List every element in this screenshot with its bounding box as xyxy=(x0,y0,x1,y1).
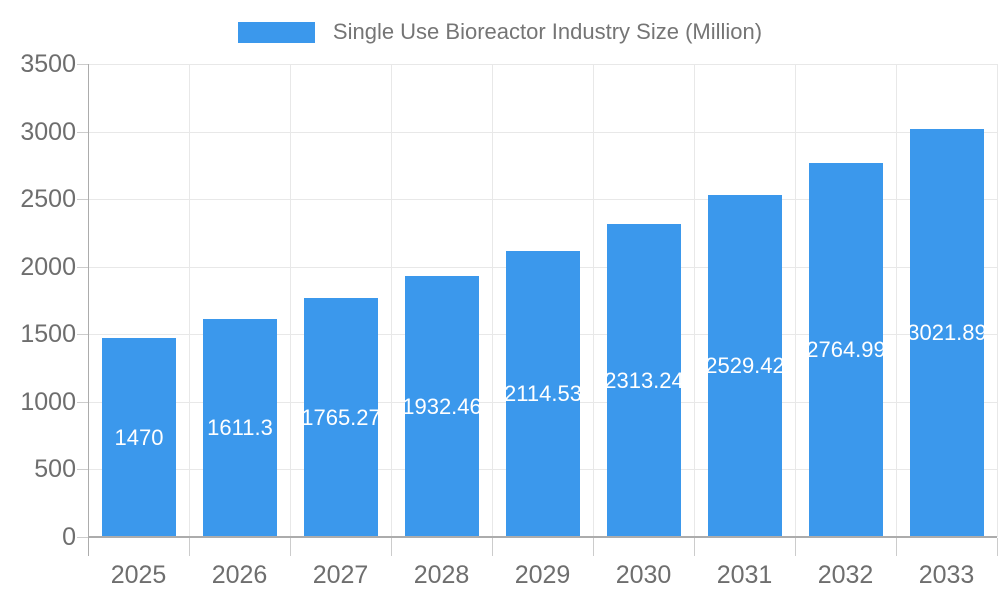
x-axis-label: 2031 xyxy=(716,561,773,589)
gridline-vertical xyxy=(593,64,594,537)
y-axis-label: 1500 xyxy=(20,320,76,348)
y-axis-tick xyxy=(77,469,88,470)
y-axis-tick xyxy=(77,267,88,268)
y-axis-tick xyxy=(77,199,88,200)
gridline-vertical xyxy=(492,64,493,537)
gridline-horizontal xyxy=(88,132,997,133)
gridline-horizontal xyxy=(88,199,997,200)
y-axis-tick xyxy=(77,132,88,133)
gridline-horizontal xyxy=(88,64,997,65)
bar-value-label: 2529.42 xyxy=(708,353,782,378)
bar-value-label: 1932.46 xyxy=(405,393,479,419)
bar-value-label: 2764.99 xyxy=(809,337,883,362)
x-axis-label: 2030 xyxy=(615,561,672,589)
y-axis-line xyxy=(88,64,89,556)
bar-2030: 2313.24 xyxy=(607,224,681,537)
y-axis-tick xyxy=(77,64,88,65)
x-axis-tick xyxy=(795,538,796,556)
x-axis-tick xyxy=(391,538,392,556)
bar-value-label: 3021.89 xyxy=(910,320,984,345)
x-axis-label: 2028 xyxy=(413,561,470,589)
bar-2029: 2114.53 xyxy=(506,251,580,537)
bar-2025: 1470 xyxy=(102,338,176,537)
legend-swatch xyxy=(237,21,315,43)
chart-legend: Single Use Bioreactor Industry Size (Mil… xyxy=(0,19,1000,45)
x-axis-label: 2027 xyxy=(312,561,369,589)
bar-value-label: 1470 xyxy=(114,424,164,450)
bar-value-label: 2313.24 xyxy=(607,367,681,393)
bar-2027: 1765.27 xyxy=(304,298,378,537)
bar-2026: 1611.3 xyxy=(203,319,277,537)
bar-2032: 2764.99 xyxy=(809,163,883,537)
gridline-vertical xyxy=(694,64,695,537)
x-axis-label: 2032 xyxy=(817,561,874,589)
x-axis-label: 2033 xyxy=(918,561,975,589)
legend-label: Single Use Bioreactor Industry Size (Mil… xyxy=(332,19,763,44)
gridline-vertical xyxy=(391,64,392,537)
bar-2033: 3021.89 xyxy=(910,129,984,537)
x-axis-baseline xyxy=(88,536,997,538)
bar-value-label: 1611.3 xyxy=(207,415,273,440)
y-axis-label: 3000 xyxy=(20,118,76,146)
x-axis-label: 2029 xyxy=(514,561,571,589)
x-axis-tick xyxy=(997,538,998,556)
x-axis-tick xyxy=(189,538,190,556)
x-axis-label: 2026 xyxy=(211,561,268,589)
y-axis-label: 0 xyxy=(62,523,76,551)
x-axis-tick xyxy=(896,538,897,556)
bar-2028: 1932.46 xyxy=(405,276,479,537)
bar-2031: 2529.42 xyxy=(708,195,782,537)
y-axis-tick xyxy=(77,537,88,538)
x-axis-label: 2025 xyxy=(110,561,167,589)
y-axis-label: 3500 xyxy=(20,50,76,78)
y-axis-tick xyxy=(77,334,88,335)
gridline-vertical xyxy=(795,64,796,537)
x-axis-tick xyxy=(290,538,291,556)
gridline-vertical xyxy=(189,64,190,537)
x-axis-tick xyxy=(694,538,695,556)
y-axis-label: 2500 xyxy=(20,185,76,213)
gridline-vertical xyxy=(896,64,897,537)
bar-value-label: 2114.53 xyxy=(506,381,580,406)
x-axis-tick xyxy=(492,538,493,556)
bar-value-label: 1765.27 xyxy=(304,404,378,430)
y-axis-tick xyxy=(77,402,88,403)
x-axis-tick xyxy=(593,538,594,556)
gridline-vertical xyxy=(997,64,998,537)
y-axis-label: 2000 xyxy=(20,253,76,281)
y-axis-label: 500 xyxy=(34,455,76,483)
gridline-vertical xyxy=(290,64,291,537)
y-axis-label: 1000 xyxy=(20,388,76,416)
